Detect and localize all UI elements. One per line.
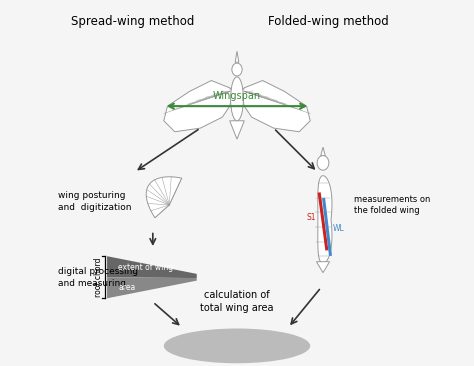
Polygon shape bbox=[241, 81, 310, 132]
Text: area: area bbox=[118, 283, 135, 292]
Text: digital processing
and measuring: digital processing and measuring bbox=[58, 267, 138, 288]
Polygon shape bbox=[230, 121, 244, 139]
Text: WL: WL bbox=[333, 224, 344, 233]
Ellipse shape bbox=[232, 63, 242, 76]
Text: measurements on
the folded wing: measurements on the folded wing bbox=[354, 195, 430, 215]
Text: wing posturing
and  digitization: wing posturing and digitization bbox=[58, 191, 131, 212]
Polygon shape bbox=[318, 176, 332, 264]
Polygon shape bbox=[321, 147, 325, 156]
Text: S1: S1 bbox=[307, 213, 317, 222]
Polygon shape bbox=[164, 81, 233, 132]
Polygon shape bbox=[107, 277, 197, 298]
Text: Spread-wing method: Spread-wing method bbox=[71, 15, 194, 28]
Ellipse shape bbox=[164, 329, 310, 363]
Text: calculation of
total wing area: calculation of total wing area bbox=[200, 290, 274, 313]
Text: Wingspan: Wingspan bbox=[213, 91, 261, 101]
Polygon shape bbox=[146, 177, 182, 218]
Ellipse shape bbox=[230, 77, 244, 121]
Polygon shape bbox=[107, 256, 197, 278]
Text: root chord: root chord bbox=[94, 258, 103, 297]
Text: Folded-wing method: Folded-wing method bbox=[268, 15, 389, 28]
Ellipse shape bbox=[317, 156, 329, 170]
Polygon shape bbox=[317, 262, 329, 273]
Polygon shape bbox=[235, 51, 239, 62]
Text: extent of wing: extent of wing bbox=[118, 263, 173, 272]
